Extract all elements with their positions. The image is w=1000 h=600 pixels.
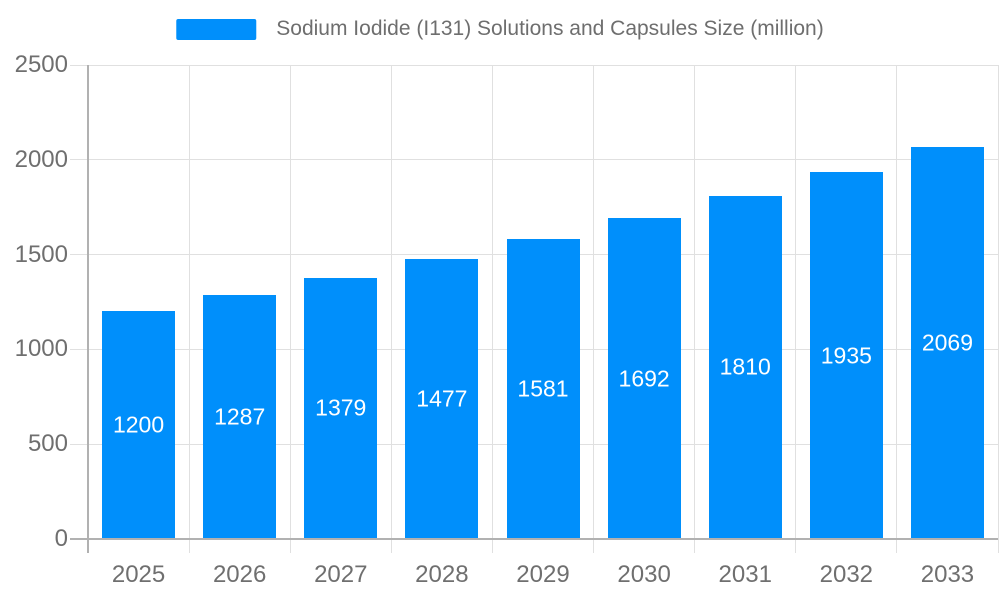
x-axis-tick-label: 2026 bbox=[212, 561, 267, 588]
bar[interactable] bbox=[405, 258, 479, 539]
bar-value-label: 1200 bbox=[112, 411, 165, 438]
legend-swatch bbox=[176, 18, 257, 40]
x-axis-tick-label: 2028 bbox=[415, 561, 469, 588]
bar-value-label: 1935 bbox=[820, 342, 872, 369]
y-gridline bbox=[70, 159, 998, 161]
x-axis-tick-label: 2031 bbox=[718, 561, 772, 588]
bar-value-label: 1379 bbox=[315, 394, 367, 421]
bar-value-label: 1581 bbox=[517, 375, 569, 402]
x-gridline bbox=[795, 65, 797, 553]
x-gridline bbox=[694, 65, 696, 553]
bar-value-label: 1692 bbox=[618, 365, 670, 392]
bar[interactable] bbox=[910, 146, 984, 539]
x-gridline bbox=[997, 65, 999, 553]
y-axis-tick-label: 2500 bbox=[14, 51, 68, 78]
x-gridline bbox=[188, 65, 190, 553]
x-gridline bbox=[491, 65, 493, 553]
bar-value-label: 1287 bbox=[214, 403, 266, 430]
y-axis-tick-label: 0 bbox=[54, 525, 68, 552]
legend-item[interactable]: Sodium Iodide (I131) Solutions and Capsu… bbox=[176, 17, 824, 41]
x-axis-tick-label: 2027 bbox=[314, 561, 368, 588]
y-gridline bbox=[70, 64, 998, 66]
bar-value-label: 1810 bbox=[719, 353, 771, 380]
x-gridline bbox=[896, 65, 898, 553]
legend-label: Sodium Iodide (I131) Solutions and Capsu… bbox=[276, 17, 824, 40]
x-axis-tick-label: 2033 bbox=[920, 561, 975, 588]
x-axis-line bbox=[70, 538, 998, 540]
bar[interactable] bbox=[708, 195, 782, 539]
bar[interactable] bbox=[304, 277, 378, 539]
bar[interactable] bbox=[607, 218, 681, 539]
bar[interactable] bbox=[809, 172, 883, 539]
y-axis-tick-label: 2000 bbox=[14, 145, 68, 173]
x-axis-tick-label: 2025 bbox=[111, 561, 166, 588]
x-axis-tick-label: 2029 bbox=[516, 561, 570, 588]
y-axis-tick-label: 1500 bbox=[14, 240, 68, 268]
x-axis-tick-label: 2030 bbox=[617, 561, 671, 588]
x-gridline bbox=[390, 65, 392, 553]
y-axis-line bbox=[87, 65, 89, 553]
y-axis-tick-label: 1000 bbox=[14, 335, 68, 363]
bar[interactable] bbox=[102, 311, 176, 539]
x-gridline bbox=[289, 65, 291, 553]
x-axis-tick-label: 2032 bbox=[819, 561, 874, 588]
y-axis-tick-label: 500 bbox=[27, 430, 68, 458]
x-gridline bbox=[593, 65, 595, 553]
bar-value-label: 2069 bbox=[921, 329, 974, 356]
bar[interactable] bbox=[506, 239, 580, 539]
bar-value-label: 1477 bbox=[416, 385, 468, 412]
bar[interactable] bbox=[203, 294, 277, 539]
